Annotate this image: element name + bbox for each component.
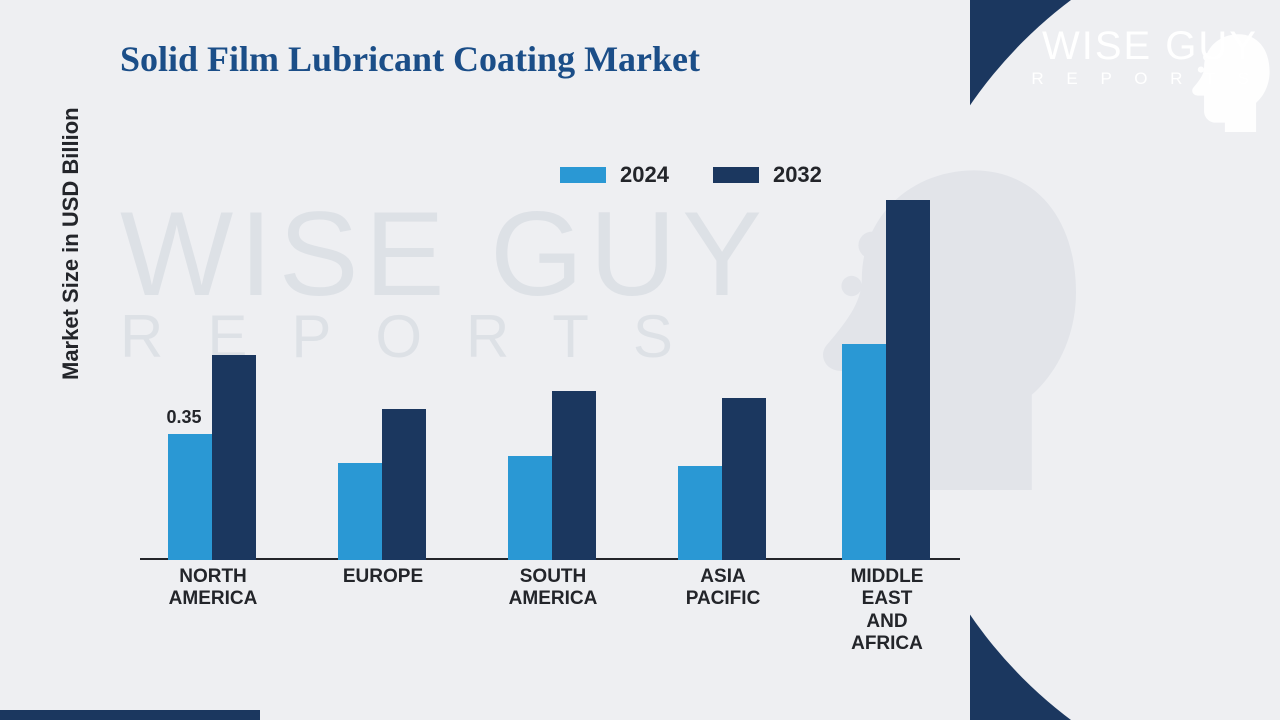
bar-value-label: 0.35 [154, 407, 214, 428]
x-tick-label: ASIAPACIFIC [648, 566, 798, 611]
legend-label-2024: 2024 [620, 162, 669, 188]
bar-2024 [842, 344, 886, 560]
legend-swatch-2032 [713, 167, 759, 183]
legend: 2024 2032 [560, 162, 822, 188]
x-tick-label: MIDDLEEASTANDAFRICA [812, 566, 962, 656]
legend-item-2032: 2032 [713, 162, 822, 188]
bottom-accent-bar [0, 710, 260, 720]
chart-title: Solid Film Lubricant Coating Market [120, 38, 700, 80]
bar-2024 [508, 456, 552, 560]
x-tick-label: EUROPE [308, 566, 458, 588]
brand-logo-line2: R E P O R T S [1031, 70, 1258, 87]
brand-logo: WISE GUY R E P O R T S [1031, 26, 1258, 87]
plot-area: 0.35 [140, 200, 960, 560]
bar-2032 [722, 398, 766, 560]
bar-2032 [552, 391, 596, 560]
bar-2024 [168, 434, 212, 560]
chart-canvas: WISE GUY REPORTS Solid Film Lubricant Co… [0, 0, 1280, 720]
brand-logo-line1: WISE GUY [1031, 26, 1258, 66]
bar-2024 [338, 463, 382, 560]
x-tick-label: SOUTHAMERICA [478, 566, 628, 611]
x-tick-label: NORTHAMERICA [138, 566, 288, 611]
legend-swatch-2024 [560, 167, 606, 183]
bar-2032 [886, 200, 930, 560]
y-axis-label: Market Size in USD Billion [58, 107, 84, 380]
bar-2032 [382, 409, 426, 560]
bar-2032 [212, 355, 256, 560]
legend-item-2024: 2024 [560, 162, 669, 188]
legend-label-2032: 2032 [773, 162, 822, 188]
bar-2024 [678, 466, 722, 560]
